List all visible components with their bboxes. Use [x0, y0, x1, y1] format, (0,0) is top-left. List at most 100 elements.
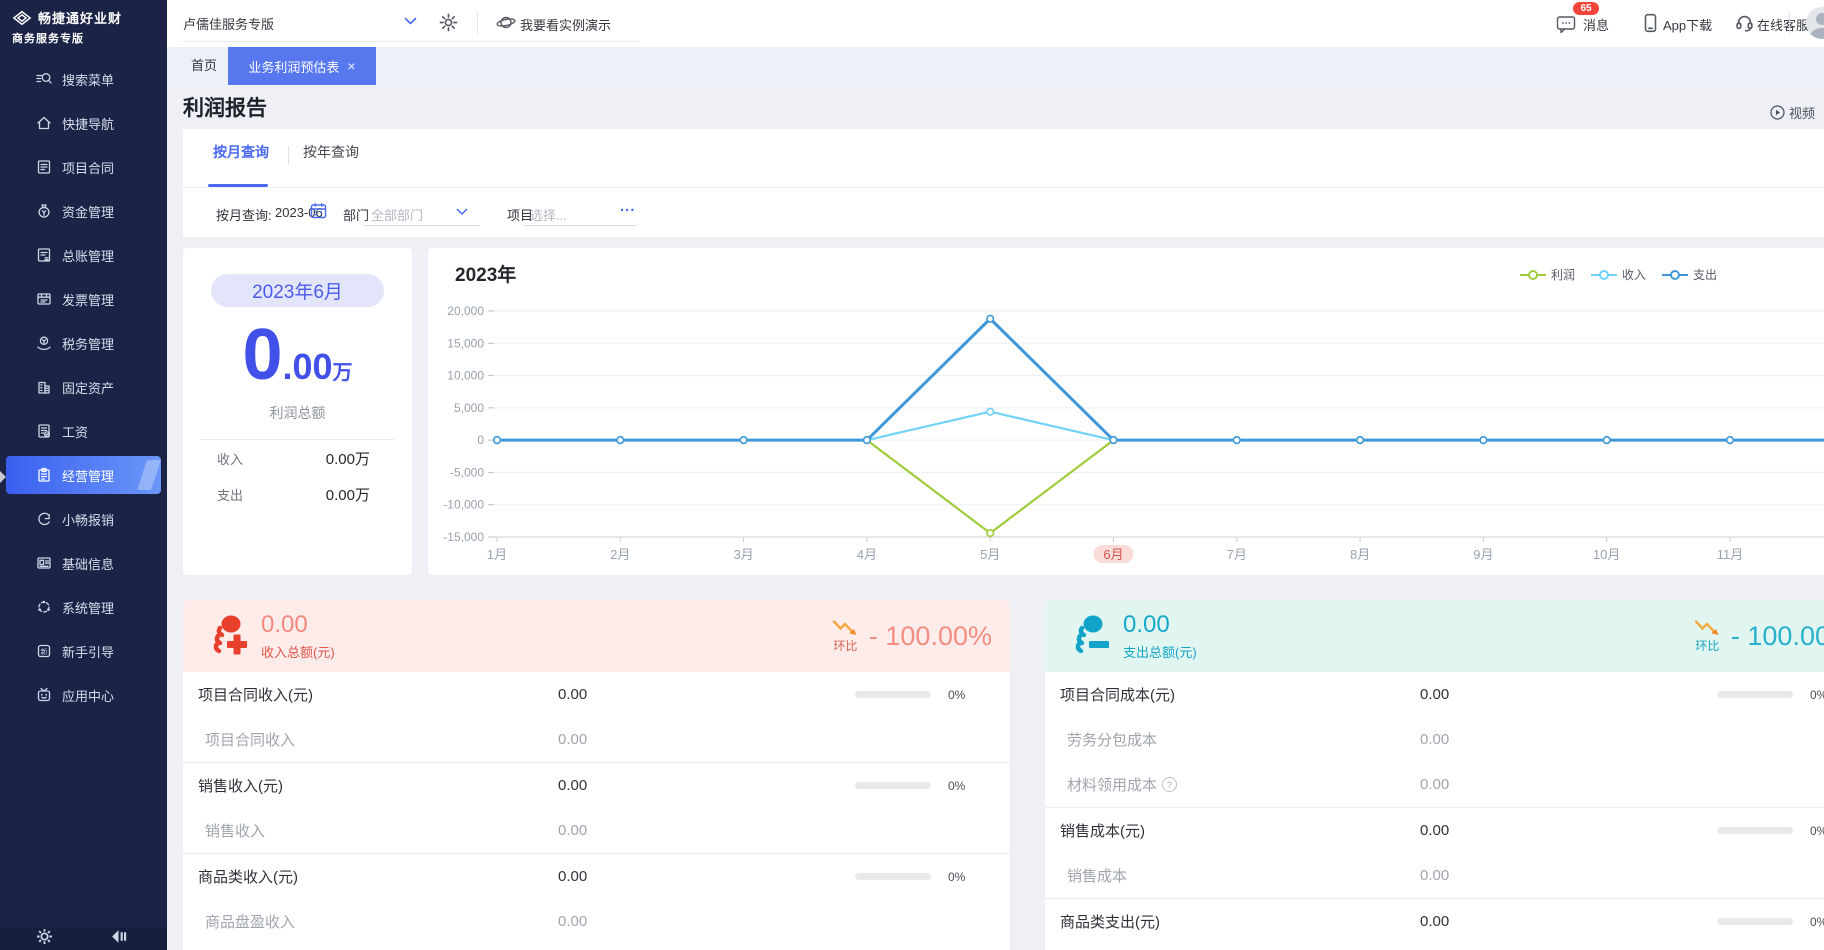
sidebar-item-invoice[interactable]: 发票管理 — [6, 280, 161, 318]
messages-count-badge: 65 — [1573, 2, 1599, 15]
legend-item-利润[interactable]: 利润 — [1520, 266, 1575, 283]
query-panel-divider — [183, 187, 1824, 188]
contract-icon — [36, 159, 52, 175]
demo-link[interactable]: 我要看实例演示 — [520, 18, 612, 33]
collapse-sidebar-icon[interactable] — [110, 928, 127, 945]
sidebar-item-assets[interactable]: 固定资产 — [6, 368, 161, 406]
row-value: 0.00 — [558, 868, 588, 885]
summary-row: 收入 0.00万 — [183, 440, 412, 476]
income-mom-value: - 100.00% — [868, 620, 992, 651]
guide-icon: 新 — [36, 643, 52, 659]
tab-profit-forecast[interactable]: 业务利润预估表 — [228, 47, 376, 85]
sidebar-item-system[interactable]: 系统管理 — [6, 588, 161, 626]
assets-icon — [36, 379, 52, 395]
summary-row-value: 0.00万 — [325, 450, 370, 468]
sidebar-item-funds[interactable]: 资金管理 — [6, 192, 161, 230]
user-avatar[interactable] — [1806, 7, 1824, 39]
sidebar-item-info[interactable]: 基础信息 — [6, 544, 161, 582]
chart-title: 2023年 — [455, 265, 517, 286]
messages-icon[interactable] — [1556, 15, 1577, 34]
sidebar-footer — [0, 928, 167, 950]
summary-row-value: 0.00万 — [325, 486, 370, 504]
project-filter-value[interactable]: 选择... — [530, 208, 567, 223]
legend-item-收入[interactable]: 收入 — [1591, 266, 1646, 283]
month-filter-value[interactable]: 2023-06 — [275, 205, 323, 220]
row-value: 0.00 — [558, 777, 588, 794]
workspace-select[interactable]: 卢儒佳服务专版 — [183, 17, 275, 32]
tab-close-icon[interactable] — [347, 58, 355, 74]
dept-filter-value[interactable]: 全部部门 — [371, 208, 424, 223]
svg-text:5,000: 5,000 — [454, 401, 484, 415]
progress-bar — [1717, 691, 1793, 698]
row-label: 商品类收入(元) — [198, 869, 298, 886]
calendar-icon[interactable] — [310, 202, 327, 219]
brand-logo-icon — [12, 10, 32, 26]
sidebar-item-ledger[interactable]: 总账管理 — [6, 236, 161, 274]
page-title: 利润报告 — [183, 97, 267, 120]
funds-icon — [36, 203, 52, 219]
query-tab-separator — [288, 146, 289, 164]
row-value: 0.00 — [1420, 867, 1450, 884]
chevron-down-icon[interactable] — [404, 17, 417, 26]
tab-query-by-month[interactable]: 按月查询 — [213, 144, 269, 160]
chart-legend: 利润 收入 支出 — [1520, 266, 1717, 283]
sidebar-item-guide[interactable]: 新 新手引导 — [6, 632, 161, 670]
brand-title: 畅捷通好业财 — [38, 11, 123, 26]
project-more-button[interactable]: ... — [620, 198, 636, 215]
app-download-icon[interactable] — [1643, 13, 1658, 33]
online-support-headset-icon[interactable] — [1735, 13, 1754, 32]
online-support-label[interactable]: 在线客服 — [1757, 18, 1810, 33]
income-card: 0.00 收入总额(元) 环比 - 100.00% 项目合同收入(元) 0.00 0… — [183, 600, 1010, 950]
sidebar-item-label: 基础信息 — [62, 556, 115, 572]
summary-row-label: 支出 — [217, 487, 244, 503]
row-label: 销售收入(元) — [198, 778, 283, 795]
messages-label[interactable]: 消息 — [1583, 18, 1610, 33]
sidebar-item-label: 资金管理 — [62, 204, 115, 220]
trend-down-icon — [1694, 619, 1719, 635]
demo-planet-icon[interactable] — [496, 13, 516, 32]
period-pill: 2023年6月 — [211, 274, 384, 307]
settings-gear-icon[interactable] — [36, 928, 53, 945]
project-select-underline — [524, 225, 636, 226]
row-value: 0.00 — [558, 686, 588, 703]
row-percent: 0% — [1810, 823, 1824, 838]
profit-total-amount: 0.00 万 — [242, 315, 353, 395]
row-label: 项目合同收入(元) — [198, 687, 313, 704]
expense-icon — [36, 511, 52, 527]
row-value: 0.00 — [558, 822, 588, 839]
sidebar-item-label: 固定资产 — [62, 380, 115, 396]
sidebar-item-salary[interactable]: 工资 — [6, 412, 161, 450]
expense-total: 0.00 — [1123, 611, 1170, 638]
sidebar-item-label: 系统管理 — [62, 600, 115, 616]
summary-rows: 收入 0.00万支出 0.00万 — [183, 440, 412, 512]
sidebar: 畅捷通好业财 商务服务专版 搜索菜单快捷导航项目合同资金管理总账管理发票管理税务… — [0, 0, 167, 950]
app-download-label[interactable]: App下载 — [1663, 18, 1713, 33]
svg-text:1月: 1月 — [487, 547, 507, 562]
svg-text:11月: 11月 — [1717, 547, 1744, 562]
row-percent: 0% — [1810, 687, 1824, 702]
workspace-gear-icon[interactable] — [439, 13, 458, 32]
row-label: 材料领用成本? — [1060, 774, 1178, 795]
sidebar-item-expense[interactable]: 小畅报销 — [6, 500, 161, 538]
svg-text:6月: 6月 — [1103, 547, 1123, 562]
help-icon[interactable]: ? — [1162, 777, 1178, 792]
tab-query-by-year[interactable]: 按年查询 — [303, 144, 359, 160]
sidebar-item-home[interactable]: 快捷导航 — [6, 104, 161, 142]
dept-chevron-down-icon[interactable] — [456, 208, 468, 216]
sidebar-item-contract[interactable]: 项目合同 — [6, 148, 161, 186]
app-logo: 畅捷通好业财 商务服务专版 — [0, 0, 167, 50]
project-filter-label: 项目 — [507, 208, 534, 223]
sidebar-item-operations[interactable]: 经营管理 — [6, 456, 161, 494]
legend-item-支出[interactable]: 支出 — [1662, 266, 1717, 283]
sidebar-item-tax[interactable]: 税务管理 — [6, 324, 161, 362]
tab-home[interactable]: 首页 — [191, 58, 218, 73]
panel-expand-arrow-icon[interactable] — [0, 471, 6, 483]
query-panel: 按月查询 按年查询 按月查询: 2023-06 部门 全部部门 项目 选择...… — [183, 129, 1824, 237]
row-value: 0.00 — [558, 913, 588, 930]
sidebar-item-apps[interactable]: 应用中心 — [6, 676, 161, 714]
trend-down-icon — [832, 619, 857, 635]
row-value: 0.00 — [1420, 776, 1450, 793]
video-button[interactable]: 视频 — [1770, 103, 1815, 122]
legend-marker-icon — [1520, 269, 1546, 280]
sidebar-item-search[interactable]: 搜索菜单 — [6, 60, 161, 98]
